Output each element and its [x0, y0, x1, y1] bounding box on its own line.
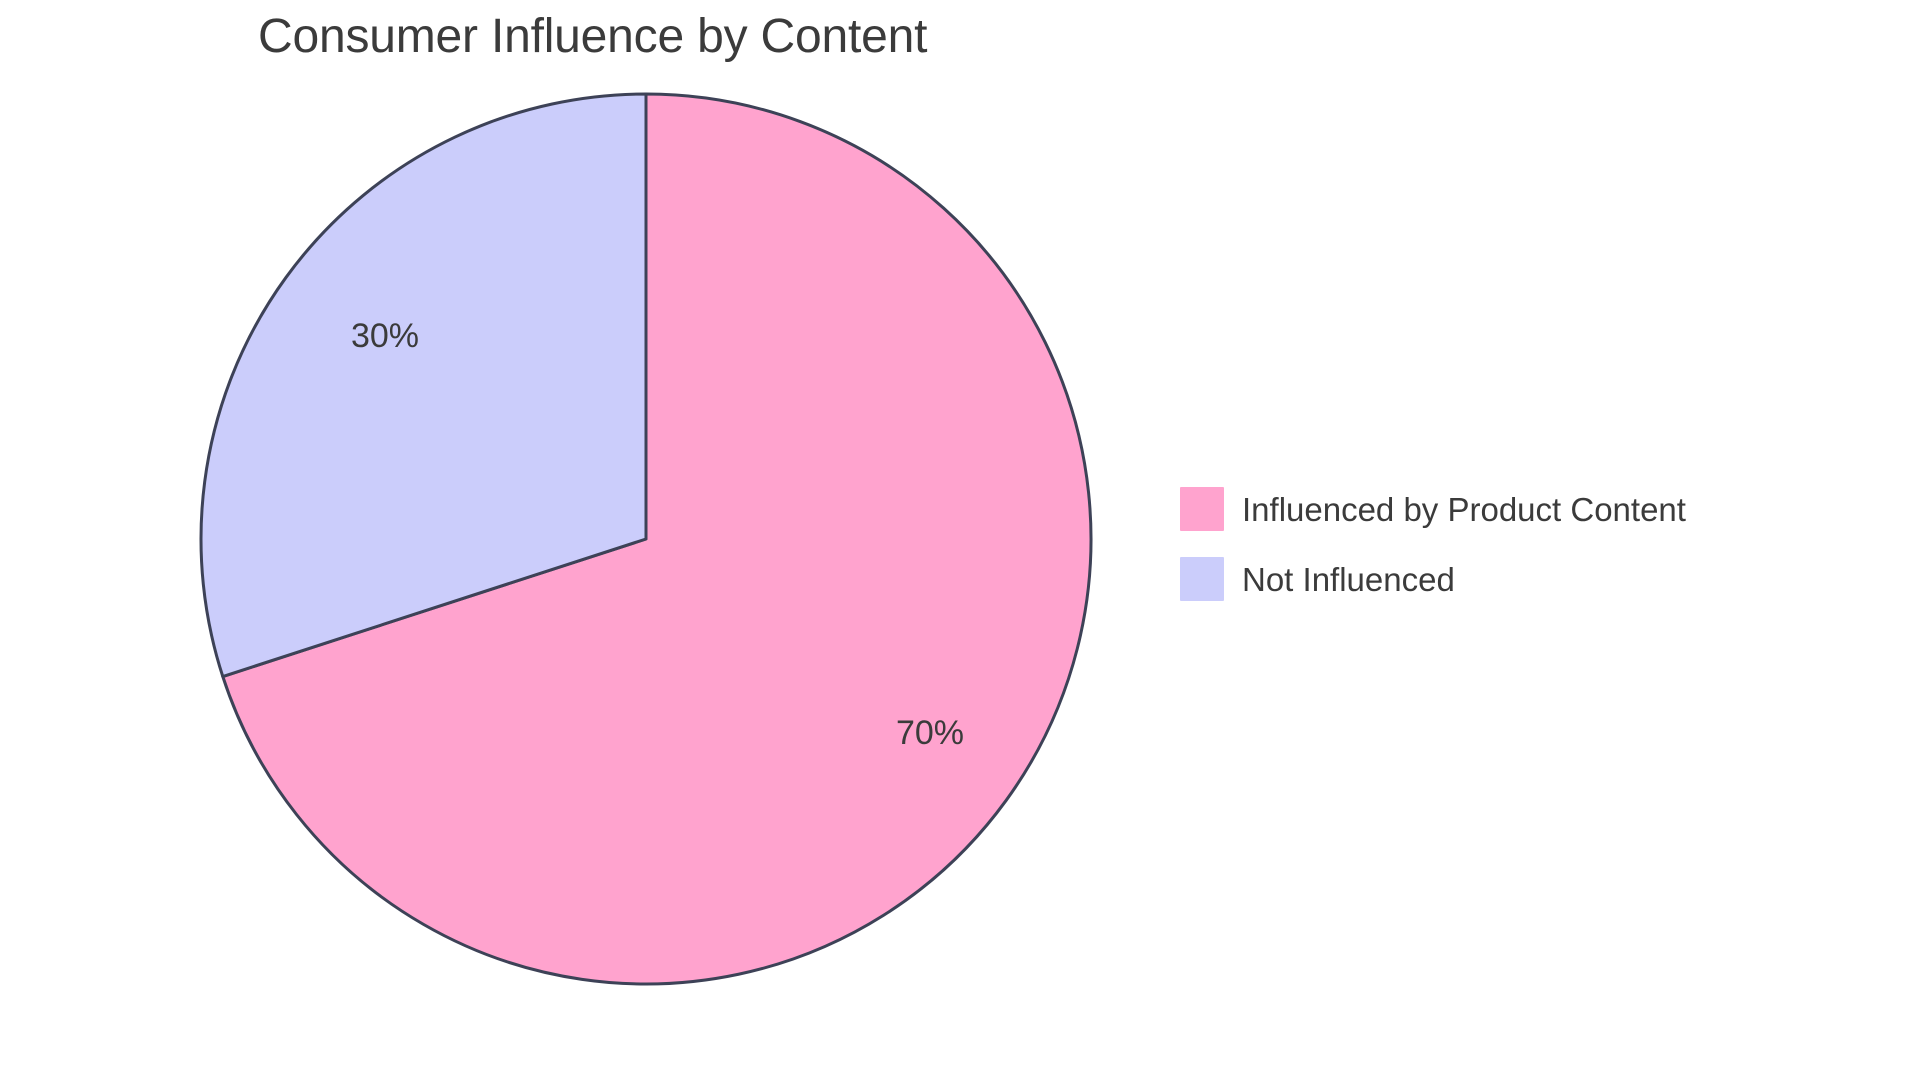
legend-label-not-influenced: Not Influenced [1242, 560, 1455, 598]
legend-label-influenced-by-product-content: Influenced by Product Content [1242, 490, 1686, 528]
legend-item-not-influenced[interactable]: Not Influenced [1180, 557, 1686, 601]
chart-title: Consumer Influence by Content [258, 10, 928, 63]
legend-item-influenced-by-product-content[interactable]: Influenced by Product Content [1180, 487, 1686, 531]
pie-slice-label-not-influenced: 30% [351, 317, 419, 355]
pie-slice-not-influenced[interactable] [199, 92, 648, 679]
pie-slice-influenced-by-product-content[interactable] [221, 92, 1093, 986]
chart-legend: Influenced by Product Content Not Influe… [1180, 487, 1686, 601]
legend-swatch-icon-influenced-by-product-content [1180, 487, 1224, 531]
legend-swatch-icon-not-influenced [1180, 557, 1224, 601]
pie-slice-label-influenced-by-product-content: 70% [896, 714, 964, 752]
